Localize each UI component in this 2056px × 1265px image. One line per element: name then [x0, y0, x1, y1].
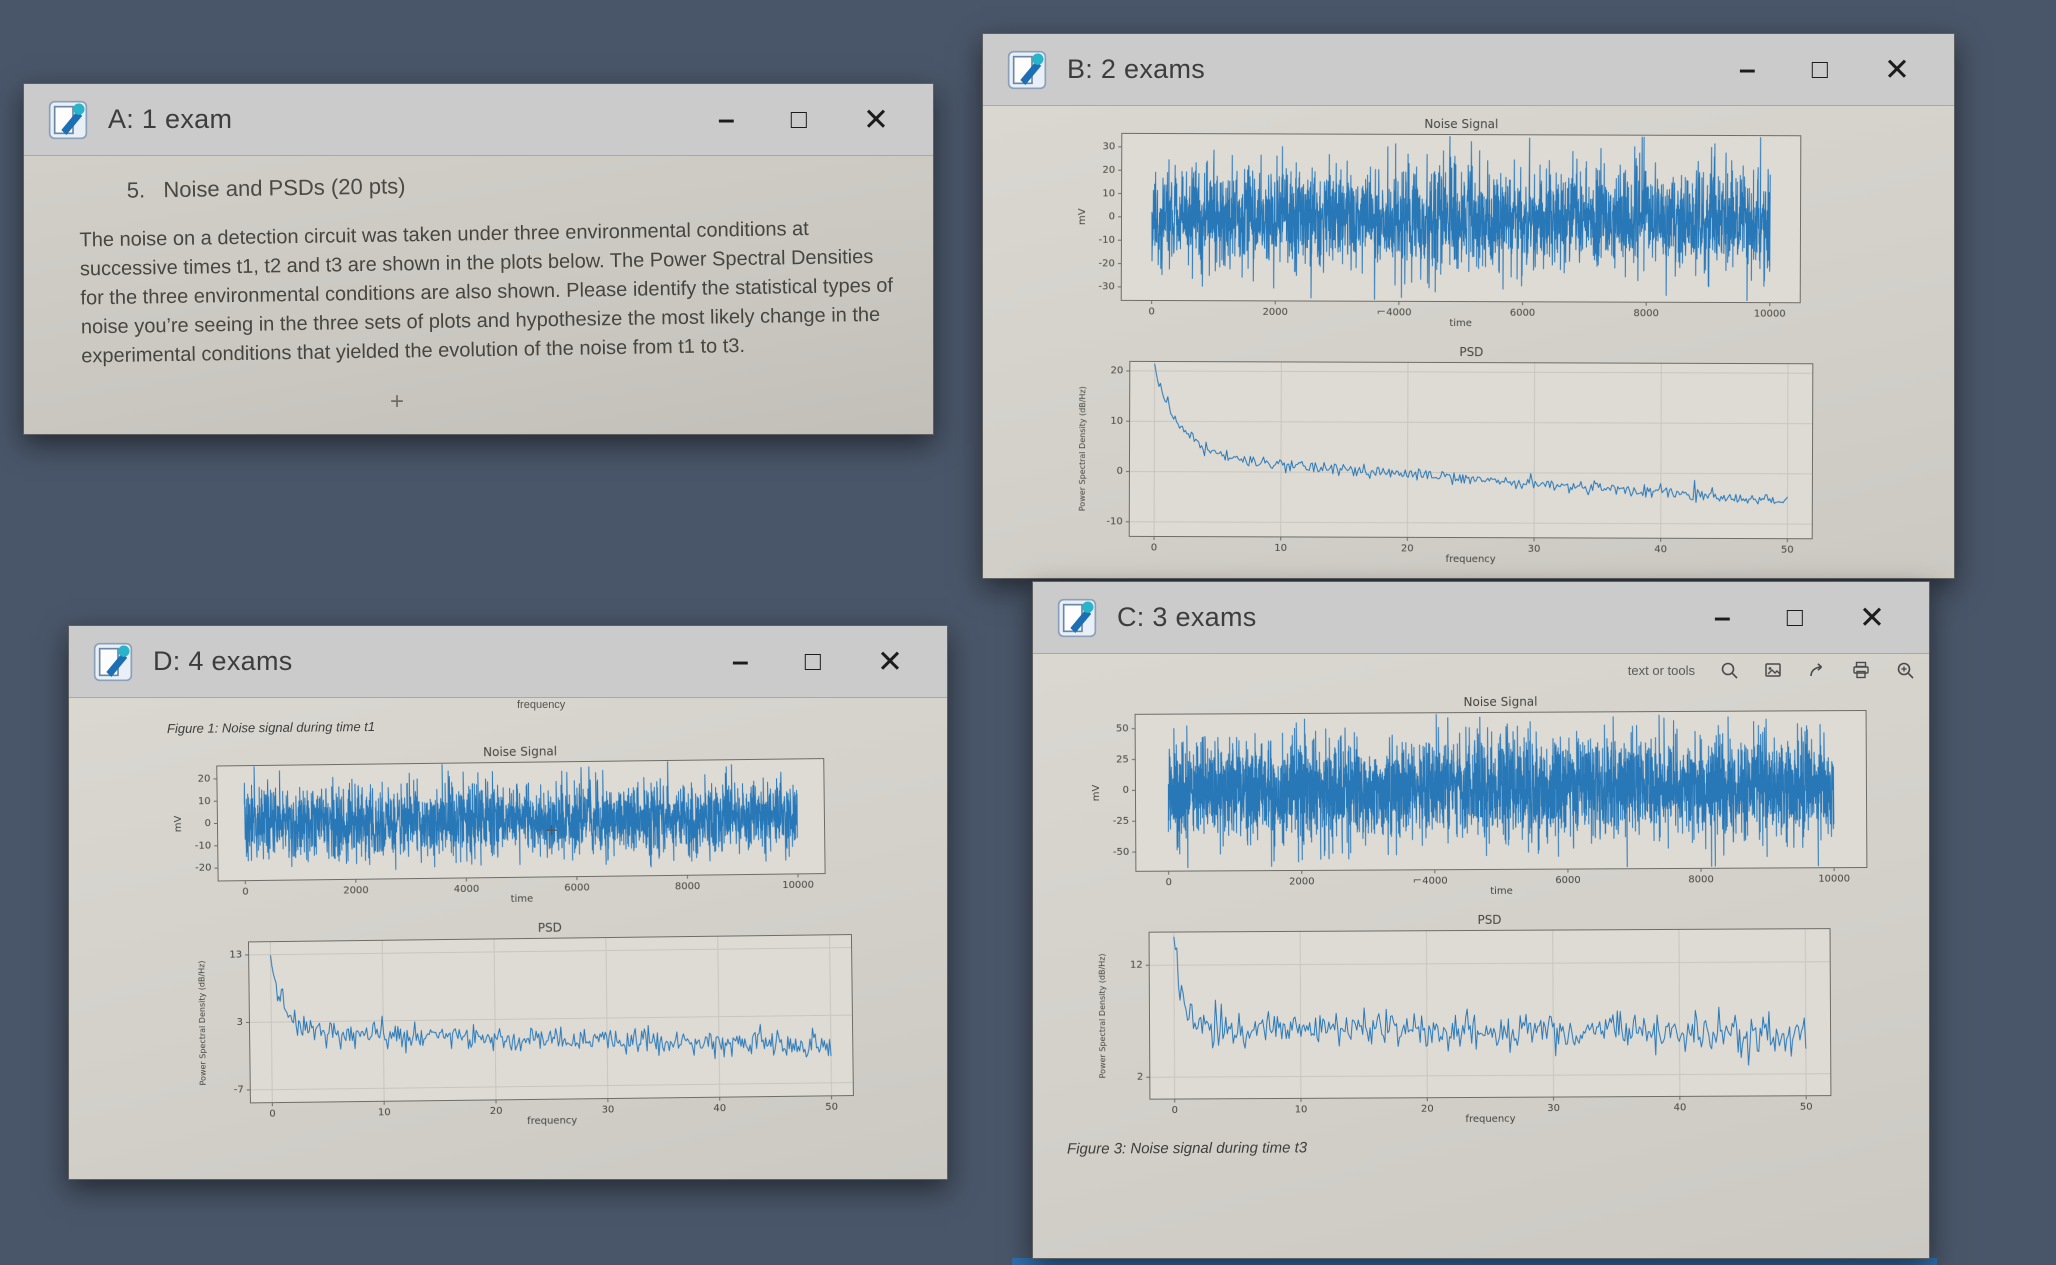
exam-question-block: 5. Noise and PSDs (20 pts) The noise on …: [79, 166, 898, 372]
noise-signal-chart-t2: [1074, 114, 1812, 332]
window-a-1-exam: A: 1 exam – □ ✕ 5. Noise and PSDs (20 pt…: [23, 83, 934, 435]
noise-signal-chart-t1: [170, 739, 836, 911]
window-c-close-button[interactable]: ✕: [1859, 600, 1885, 635]
window-b-controls: – □ ✕: [1739, 54, 1910, 85]
zoom-in-icon[interactable]: [1895, 660, 1915, 680]
window-a-content-photo: 5. Noise and PSDs (20 pts) The noise on …: [24, 156, 933, 434]
window-b-close-button[interactable]: ✕: [1884, 52, 1910, 87]
window-c-content-photo: text or tools Figure 3: Noise signal dur…: [1033, 654, 1929, 1258]
window-b-title: B: 2 exams: [1067, 54, 1206, 84]
exam-app-icon: [1007, 50, 1047, 90]
window-b-maximize-button[interactable]: □: [1811, 54, 1829, 84]
exam-app-icon: [1057, 598, 1097, 638]
window-a-close-button[interactable]: ✕: [863, 102, 889, 137]
window-c-maximize-button[interactable]: □: [1786, 602, 1804, 632]
print-icon[interactable]: [1851, 660, 1871, 680]
window-a-title: A: 1 exam: [108, 104, 233, 134]
window-c-titlebar[interactable]: C: 3 exams – □ ✕: [1033, 582, 1929, 654]
window-c-minimize-button[interactable]: –: [1714, 600, 1731, 634]
window-a-titlebar[interactable]: A: 1 exam – □ ✕: [24, 84, 933, 156]
psd-chart-t1: [193, 915, 865, 1133]
figure-3-caption: Figure 3: Noise signal during time t3: [1066, 1139, 1308, 1158]
figure-1-caption: Figure 1: Noise signal during time t1: [166, 718, 376, 737]
window-c-controls: – □ ✕: [1714, 602, 1885, 633]
window-d-titlebar[interactable]: D: 4 exams – □ ✕: [69, 626, 947, 698]
exam-question-text: The noise on a detection circuit was tak…: [79, 217, 894, 368]
toolbar-hint-text: text or tools: [1627, 662, 1695, 678]
search-icon[interactable]: [1719, 660, 1739, 680]
window-b-2-exams: B: 2 exams – □ ✕: [982, 33, 1955, 579]
exam-question-heading: 5. Noise and PSDs (20 pts): [126, 173, 406, 203]
noise-signal-chart-t3: [1088, 691, 1878, 901]
crosshair-cursor: +: [390, 388, 405, 415]
share-icon[interactable]: [1807, 660, 1827, 680]
exam-app-icon: [48, 100, 88, 140]
psd-chart-t2: [1074, 342, 1824, 568]
window-c-3-exams: C: 3 exams – □ ✕ text or tools: [1032, 581, 1930, 1259]
window-d-controls: – □ ✕: [732, 646, 903, 677]
window-b-content-photo: [983, 106, 1954, 578]
window-d-content-photo: frequency Figure 1: Noise signal during …: [69, 698, 947, 1179]
background-window-edge: [1012, 1258, 1937, 1265]
save-image-icon[interactable]: [1763, 660, 1783, 680]
window-d-title: D: 4 exams: [153, 646, 293, 676]
window-b-titlebar[interactable]: B: 2 exams – □ ✕: [983, 34, 1954, 106]
window-d-4-exams: D: 4 exams – □ ✕ frequency Figure 1: Noi…: [68, 625, 948, 1180]
psd-chart-t3: [1094, 910, 1842, 1128]
window-a-maximize-button[interactable]: □: [790, 104, 808, 134]
exam-app-icon: [93, 642, 133, 682]
window-a-controls: – □ ✕: [718, 104, 889, 135]
window-c-title: C: 3 exams: [1117, 602, 1257, 632]
window-b-minimize-button[interactable]: –: [1739, 52, 1756, 86]
cropped-frequency-axis-label: frequency: [517, 699, 566, 711]
viewer-toolbar: text or tools: [1628, 660, 1915, 680]
window-a-minimize-button[interactable]: –: [718, 102, 735, 136]
window-d-maximize-button[interactable]: □: [804, 646, 822, 676]
window-d-minimize-button[interactable]: –: [732, 644, 749, 678]
window-d-close-button[interactable]: ✕: [877, 644, 903, 679]
